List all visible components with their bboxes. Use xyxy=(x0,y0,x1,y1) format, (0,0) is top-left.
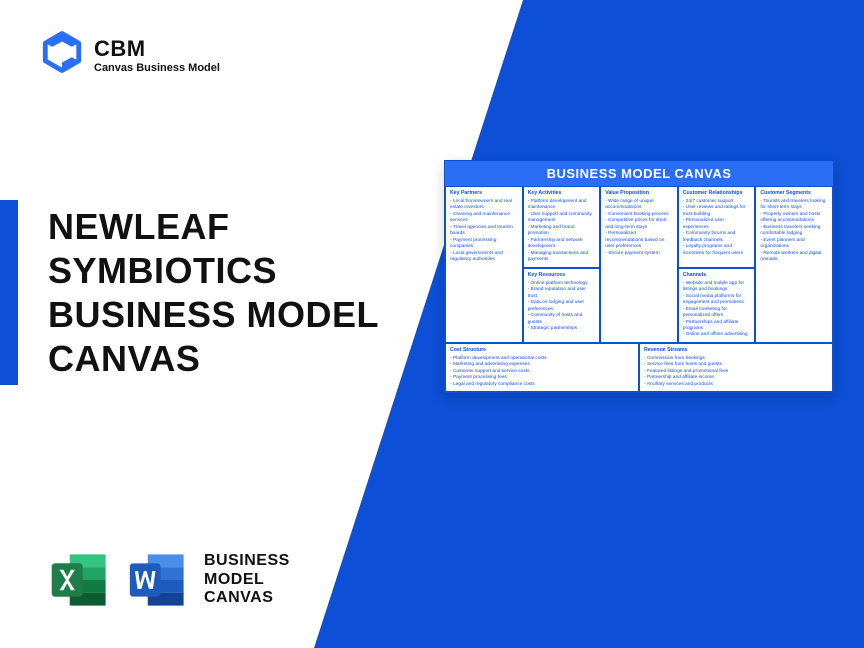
left-accent-bar xyxy=(0,200,18,385)
list-item: Partnerships and affiliate programs xyxy=(683,320,751,333)
bmc-label-line: MODEL xyxy=(204,571,290,589)
block-revenue-streams: Revenue Streams Commission from bookings… xyxy=(639,343,833,392)
block-heading: Channels xyxy=(683,272,751,279)
list-item: Cleaning and maintenance services xyxy=(450,212,518,225)
title-line: BUSINESS MODEL xyxy=(48,293,379,337)
list-item: Travel agencies and tourism boards xyxy=(450,225,518,238)
list-item: Data on lodging and user preferences xyxy=(528,300,596,313)
block-heading: Value Proposition xyxy=(605,190,673,197)
list-item: Online and offline advertising xyxy=(683,332,751,338)
bmc-label-line: CANVAS xyxy=(204,589,290,607)
list-item: Legal and regulatory compliance costs xyxy=(450,382,634,388)
title-line: NEWLEAF xyxy=(48,205,379,249)
list-item: Payment processing companies xyxy=(450,238,518,251)
list-item: Platform development and maintenance xyxy=(528,199,596,212)
list-item: Ancillary services and products xyxy=(644,382,828,388)
block-customer-segments: Customer Segments Tourists and travelers… xyxy=(755,186,833,343)
list-item: Loyalty programs and incentives for freq… xyxy=(683,244,751,257)
list-item: Website and mobile app for listings and … xyxy=(683,281,751,294)
block-key-resources: Key Resources Online platform technology… xyxy=(523,268,601,343)
block-heading: Key Activities xyxy=(528,190,596,197)
cbm-logo-icon xyxy=(40,30,84,79)
list-item: Community of hosts and guests xyxy=(528,313,596,326)
list-item: Secure payment system xyxy=(605,251,673,257)
list-item: Personalized recommendations based on us… xyxy=(605,231,673,250)
list-item: Local homeowners and real estate investo… xyxy=(450,199,518,212)
block-cost-structure: Cost Structure Platform development and … xyxy=(445,343,639,392)
block-heading: Revenue Streams xyxy=(644,347,828,354)
block-channels: Channels Website and mobile app for list… xyxy=(678,268,756,343)
canvas-preview: BUSINESS MODEL CANVAS Key Partners Local… xyxy=(444,160,834,393)
bmc-label-line: BUSINESS xyxy=(204,552,290,570)
title-line: SYMBIOTICS xyxy=(48,249,379,293)
list-item: Brand reputation and user trust xyxy=(528,287,596,300)
title-line: CANVAS xyxy=(48,337,379,381)
block-key-activities: Key Activities Platform development and … xyxy=(523,186,601,268)
list-item: Managing transactions and payments xyxy=(528,251,596,264)
list-item: Marketing and brand promotion xyxy=(528,225,596,238)
list-item: Strategic partnerships xyxy=(528,326,596,332)
brand-logo: CBM Canvas Business Model xyxy=(40,30,220,79)
list-item: Business travelers seeking comfortable l… xyxy=(760,225,828,238)
list-item: Email marketing for personalized offers xyxy=(683,307,751,320)
block-value-proposition: Value Proposition Wide range of unique a… xyxy=(600,186,678,343)
canvas-title: BUSINESS MODEL CANVAS xyxy=(445,161,833,186)
block-heading: Customer Relationships xyxy=(683,190,751,197)
block-heading: Key Resources xyxy=(528,272,596,279)
block-heading: Customer Segments xyxy=(760,190,828,197)
block-key-partners: Key Partners Local homeowners and real e… xyxy=(445,186,523,343)
list-item: Event planners and organizations xyxy=(760,238,828,251)
list-item: User support and community management xyxy=(528,212,596,225)
bmc-label: BUSINESS MODEL CANVAS xyxy=(204,552,290,607)
page-title: NEWLEAF SYMBIOTICS BUSINESS MODEL CANVAS xyxy=(48,205,379,381)
list-item: Property owners and hosts offering accom… xyxy=(760,212,828,225)
list-item: Remote workers and digital nomads xyxy=(760,251,828,264)
list-item: Local governments and regulatory authori… xyxy=(450,251,518,264)
list-item: Wide range of unique accommodations xyxy=(605,199,673,212)
logo-abbr: CBM xyxy=(94,36,220,62)
format-icons-row: BUSINESS MODEL CANVAS xyxy=(48,548,290,612)
list-item: Partnership and network development xyxy=(528,238,596,251)
block-heading: Key Partners xyxy=(450,190,518,197)
excel-icon xyxy=(48,548,112,612)
list-item: Tourists and travelers looking for short… xyxy=(760,199,828,212)
list-item: User reviews and ratings for trust-build… xyxy=(683,205,751,218)
list-item: Social media platforms for engagement an… xyxy=(683,294,751,307)
logo-fullname: Canvas Business Model xyxy=(94,62,220,74)
block-heading: Cost Structure xyxy=(450,347,634,354)
list-item: Competitive prices for short and long-te… xyxy=(605,218,673,231)
list-item: Community forums and feedback channels xyxy=(683,231,751,244)
word-icon xyxy=(126,548,190,612)
block-customer-relationships: Customer Relationships 24/7 customer sup… xyxy=(678,186,756,268)
list-item: Personalized user experiences xyxy=(683,218,751,231)
